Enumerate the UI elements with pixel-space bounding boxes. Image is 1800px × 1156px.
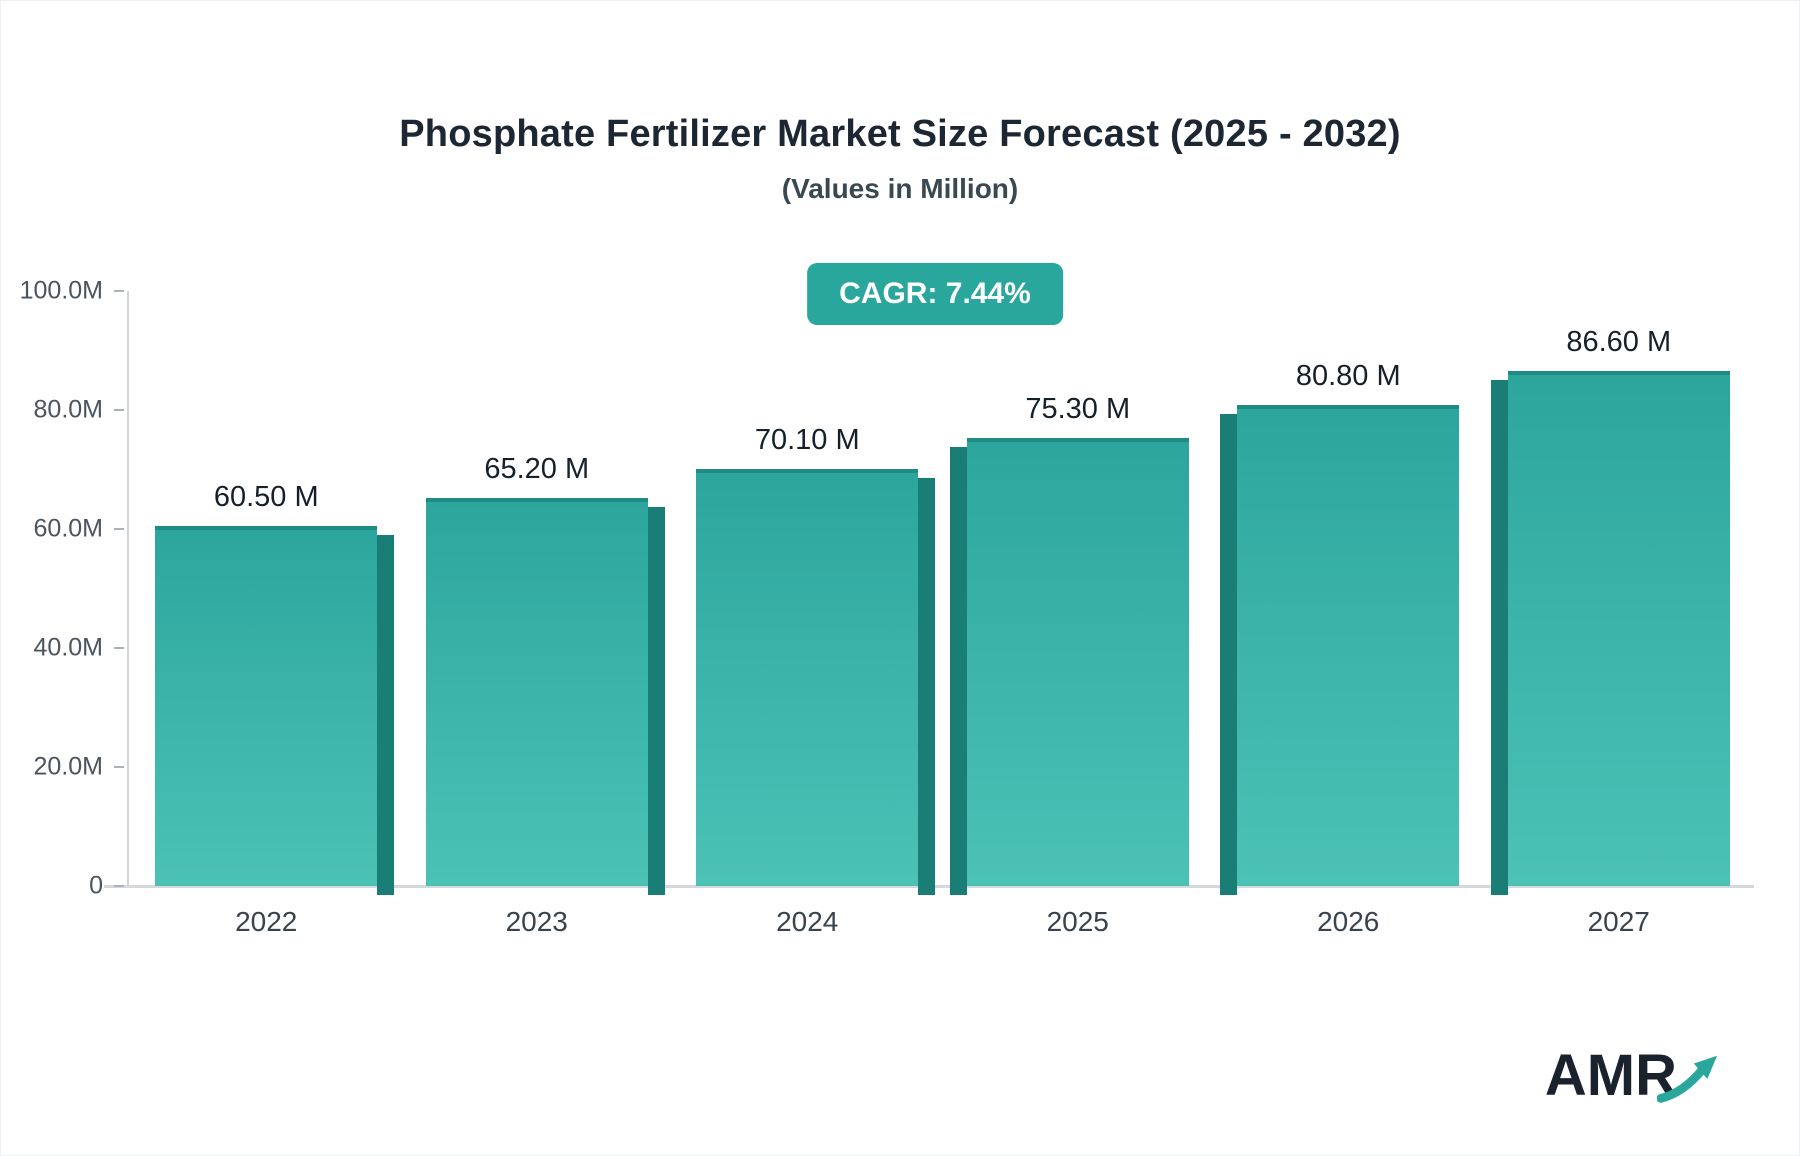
bar (696, 468, 919, 886)
y-tick-label: 100.0M (19, 276, 103, 305)
y-tick-mark (114, 409, 124, 411)
bar-3d-side (949, 446, 967, 895)
bar-value-label: 80.80 M (1295, 360, 1401, 393)
y-tick-label: 0 (89, 871, 103, 900)
y-tick-label: 60.0M (33, 514, 103, 543)
bar-value-label: 70.10 M (754, 423, 860, 456)
plot-area: 60.50 M 65.20 M 70.10 M 75.30 M 80.80 M 86.60… (131, 291, 1754, 895)
bar-3d-side (377, 535, 395, 895)
bar-3d-side (647, 507, 665, 895)
y-tick-mark (114, 885, 124, 887)
amr-logo-text: AMR (1544, 1043, 1677, 1108)
y-tick-mark (114, 766, 124, 768)
cagr-badge: CAGR: 7.44% (807, 263, 1063, 325)
y-axis: 100.0M 80.0M 60.0M 40.0M 20.0M 0 (20, 277, 129, 900)
bar (1507, 370, 1730, 886)
y-tick-mark (114, 290, 124, 292)
bar (425, 498, 648, 886)
x-axis-labels: 2022 2023 2024 2025 2026 2027 (131, 906, 1754, 938)
chart-title: Phosphate Fertilizer Market Size Forecas… (399, 113, 1401, 155)
y-tick-label: 80.0M (33, 395, 103, 424)
y-tick-label: 40.0M (33, 633, 103, 662)
x-tick-label: 2026 (1317, 906, 1380, 937)
chart-subtitle: (Values in Million) (781, 173, 1019, 204)
trend-up-arrow-icon (1657, 1055, 1718, 1103)
bar-value-label: 65.20 M (484, 453, 590, 486)
x-tick-label: 2025 (1046, 906, 1109, 937)
bar-group-2022: 60.50 M (155, 481, 395, 895)
x-tick-label: 2022 (235, 906, 298, 937)
bar-group-2023: 65.20 M (425, 453, 665, 895)
bar-value-label: 86.60 M (1566, 325, 1672, 358)
bar-3d-side (1490, 379, 1508, 895)
amr-logo: AMR (1545, 1042, 1719, 1109)
bar (1237, 405, 1460, 886)
x-tick-label: 2024 (776, 906, 839, 937)
x-tick-label: 2027 (1587, 906, 1650, 937)
y-tick-mark (114, 647, 124, 649)
chart-area: 100.0M 80.0M 60.0M 40.0M 20.0M 0 60.50 M 65.20… (20, 277, 1754, 900)
y-tick-label: 20.0M (33, 752, 103, 781)
bar (155, 526, 378, 886)
bar-3d-side (918, 477, 936, 895)
bar-group-2025: 75.30 M (949, 393, 1189, 895)
y-tick-mark (114, 528, 124, 530)
bar-3d-side (1220, 414, 1238, 895)
bar-value-label: 60.50 M (213, 481, 319, 514)
x-tick-label: 2023 (505, 906, 568, 937)
bar-group-2024: 70.10 M (696, 424, 936, 895)
bar-value-label: 75.30 M (1025, 392, 1131, 425)
bar-group-2026: 80.80 M (1220, 360, 1460, 895)
bar-group-2027: 86.60 M (1490, 326, 1730, 895)
bar (966, 437, 1189, 886)
